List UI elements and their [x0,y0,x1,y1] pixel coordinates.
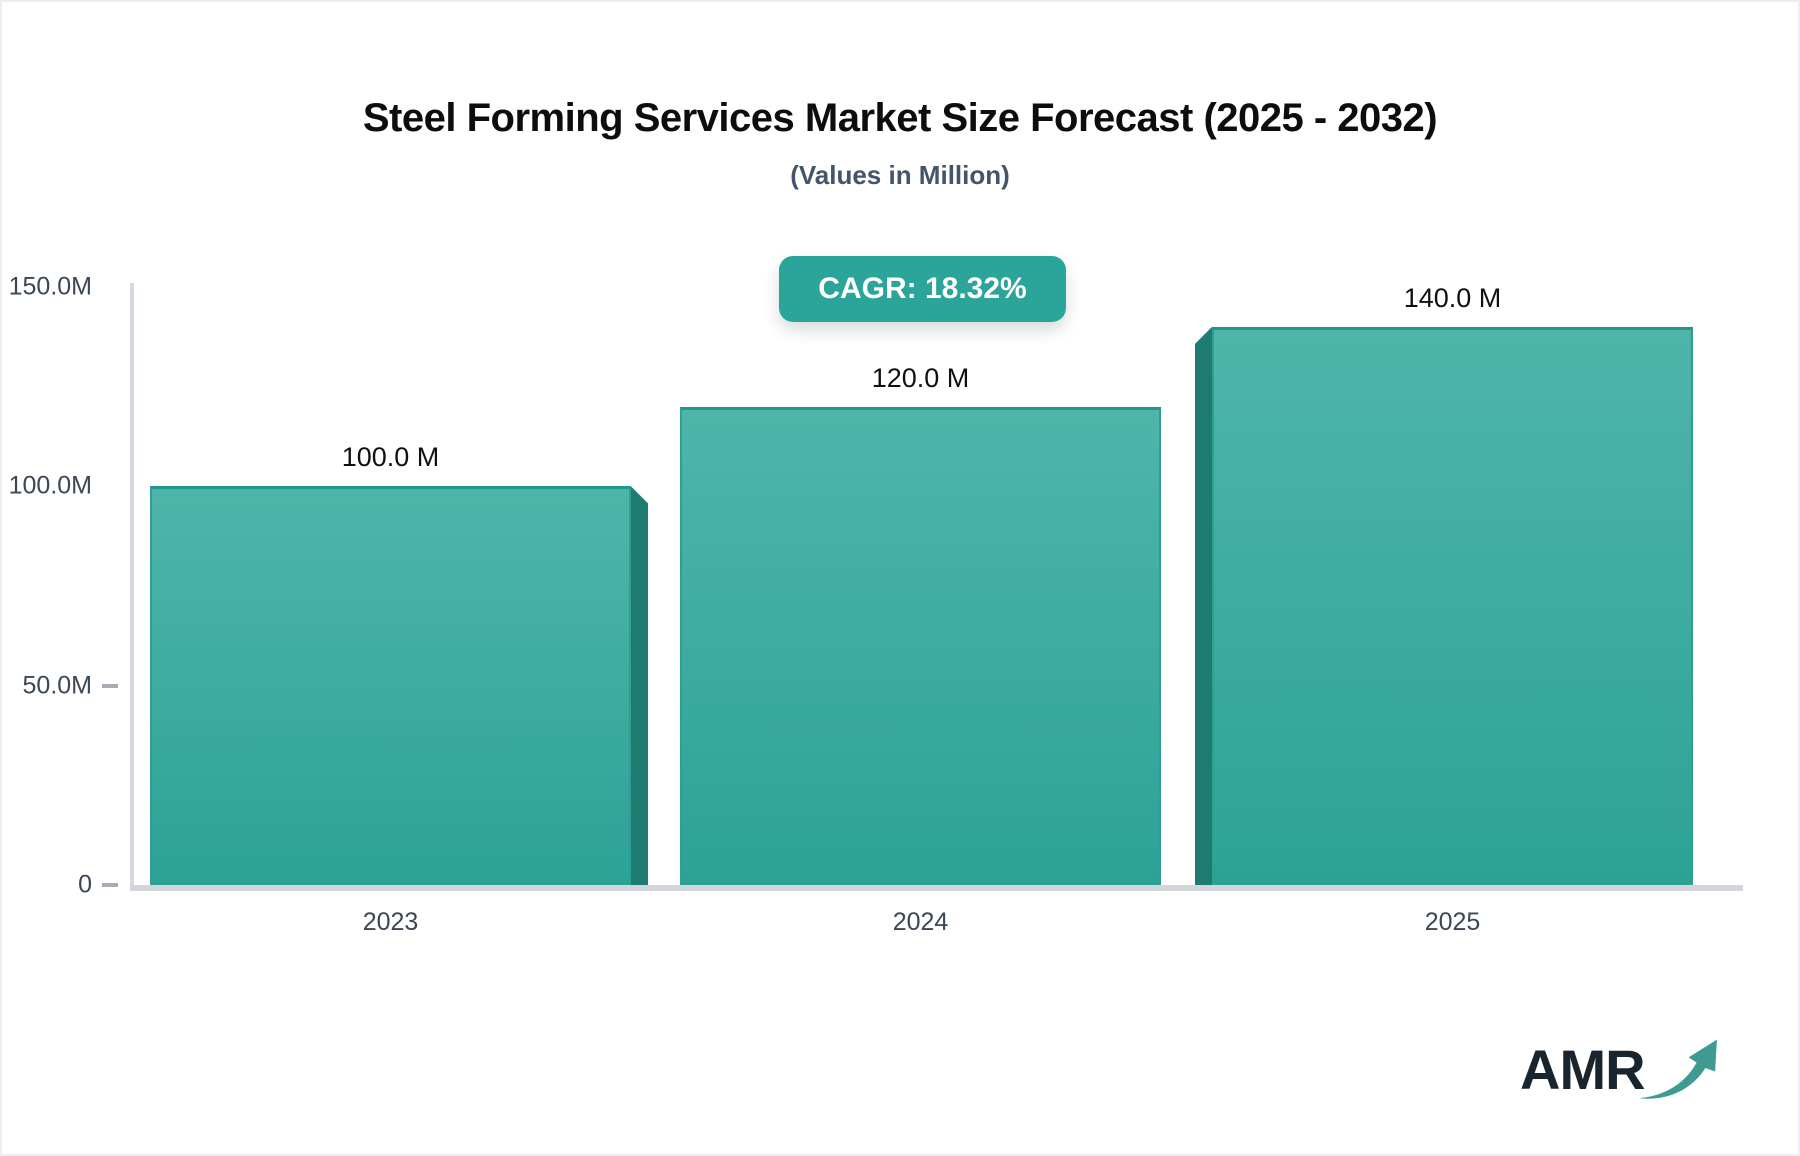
y-axis-tick-label: 50.0M [22,671,92,700]
bar-3d-bevel [631,486,648,885]
x-axis-baseline [130,885,1743,891]
amr-logo-text: AMR [1520,1038,1646,1101]
bar-2025 [1212,326,1693,885]
x-axis-category-label: 2024 [892,908,949,936]
bar-2024 [680,406,1161,885]
cagr-badge: CAGR: 18.32% [779,256,1066,322]
chart-subtitle: (Values in Million) [790,160,1010,190]
amr-logo: AMR [1520,1030,1720,1110]
y-axis-line [130,283,134,891]
y-axis-tick-label: 0 [78,870,92,899]
y-axis-tick-mark [102,683,118,688]
y-axis-tick-label: 150.0M [8,272,92,301]
bar-value-label: 120.0 M [871,362,970,393]
y-axis-tick-mark [102,883,118,887]
bar-2023 [150,486,631,885]
growth-arrow-icon [1638,1039,1717,1099]
x-axis-category-label: 2023 [362,908,419,936]
bar-3d-bevel [1195,326,1212,885]
y-axis-tick-label: 100.0M [8,471,92,500]
bar-value-label: 140.0 M [1403,282,1502,313]
bar-value-label: 100.0 M [341,442,440,473]
chart-title: Steel Forming Services Market Size Forec… [362,96,1438,140]
x-axis-category-label: 2025 [1424,908,1481,936]
